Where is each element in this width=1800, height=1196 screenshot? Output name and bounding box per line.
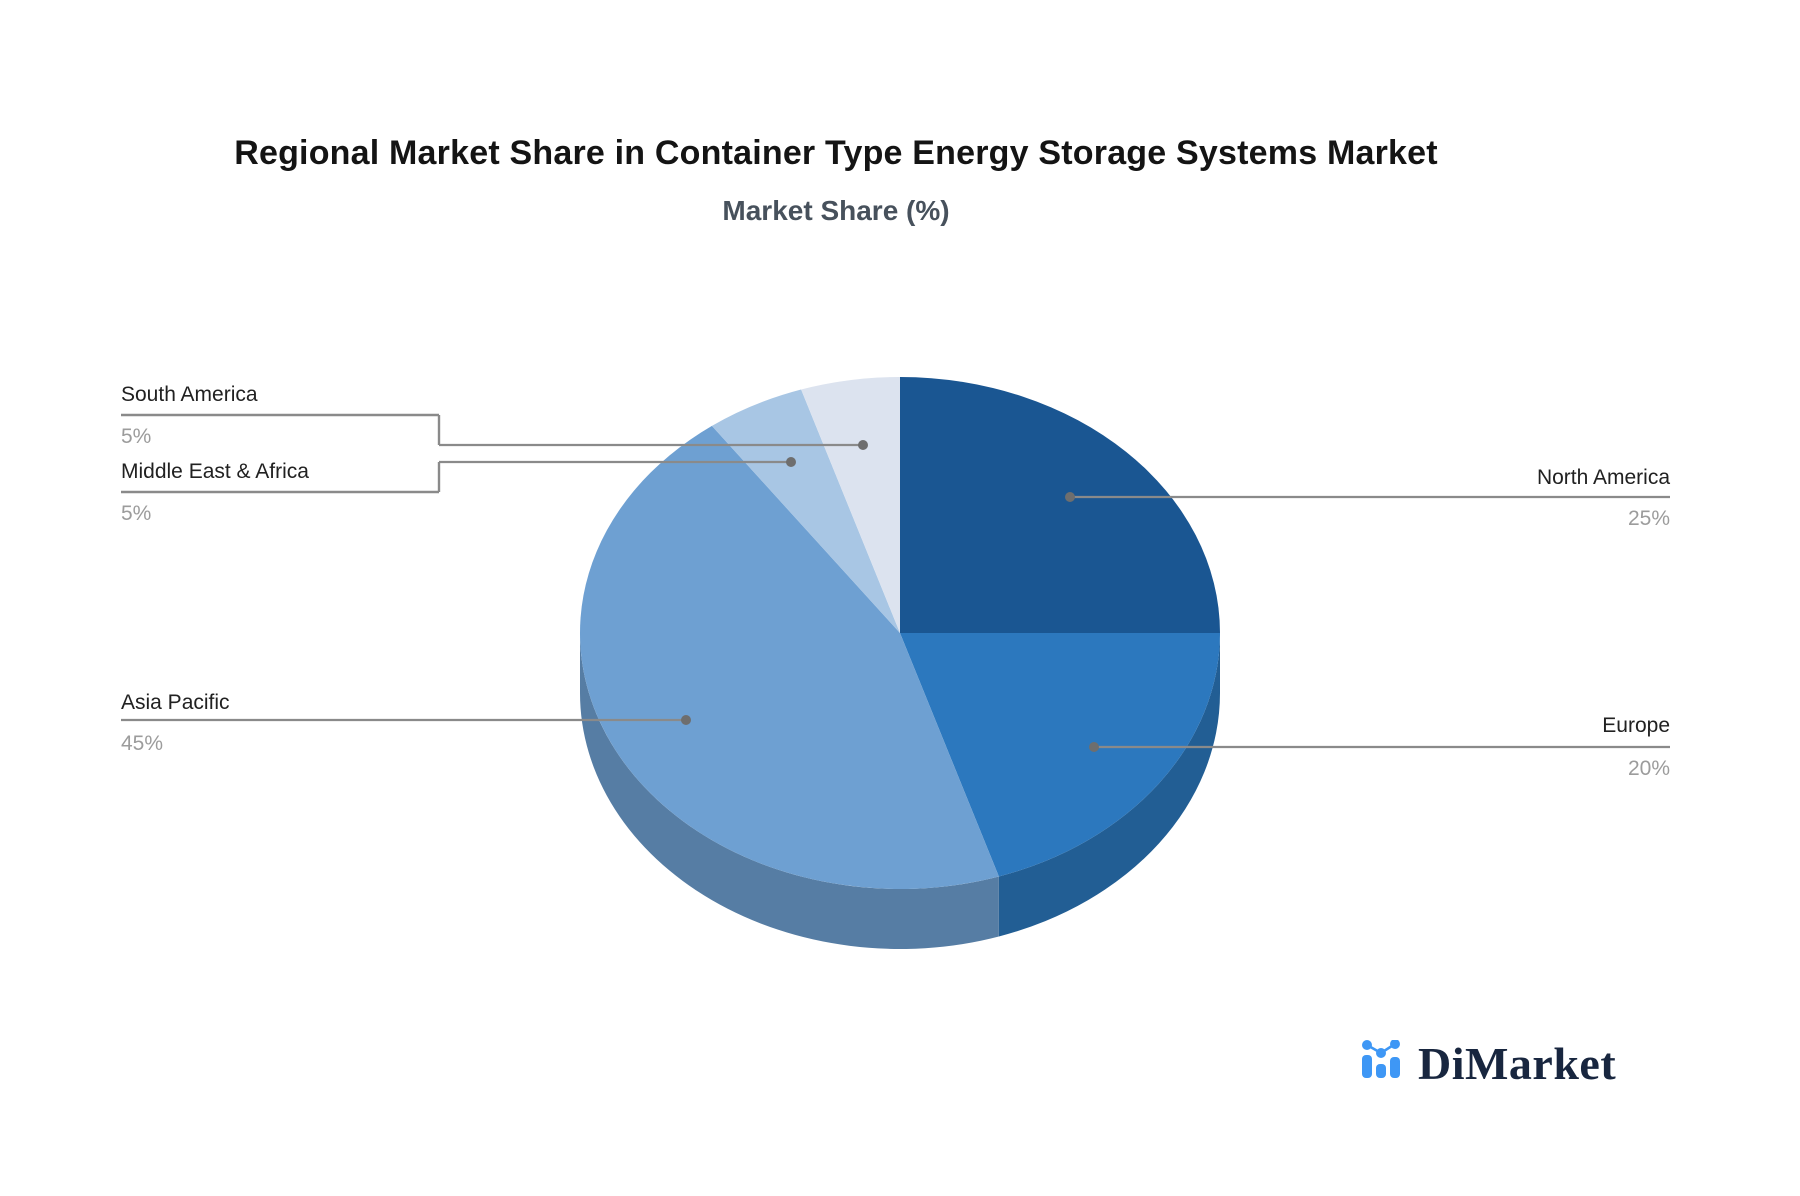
callout-label-asia-pacific: Asia Pacific (121, 691, 230, 714)
anchor-dot-europe (1089, 742, 1099, 752)
callout-label-south-america: South America (121, 383, 258, 406)
pie-slice-wall-asia-pacific (580, 633, 999, 949)
callout-value-europe: 20% (1627, 757, 1670, 780)
logo-wordmark: DiMarket (1418, 1038, 1617, 1089)
pie-slice-asia-pacific[interactable] (580, 425, 999, 889)
anchor-dot-middle-east-africa (786, 457, 796, 467)
callout-label-middle-east-africa: Middle East & Africa (121, 460, 309, 483)
pie-slice-wall-europe (998, 633, 1220, 937)
anchor-dot-asia-pacific (681, 715, 691, 725)
pie-slice-south-america[interactable] (801, 377, 900, 633)
callout-value-middle-east-africa: 5% (121, 502, 152, 525)
callout-value-south-america: 5% (121, 425, 152, 448)
bar-line-chart-icon (1362, 1040, 1400, 1078)
callout-label-north-america: North America (1536, 466, 1670, 489)
dimarket-logo: DiMarket (1362, 1038, 1616, 1090)
chart-subtitle: Market Share (%) (722, 195, 950, 226)
pie-slice-europe[interactable] (900, 633, 1220, 877)
anchor-dot-south-america (858, 440, 868, 450)
callout-label-europe: Europe (1602, 714, 1670, 737)
pie-slice-north-america[interactable] (900, 377, 1220, 633)
callout-value-asia-pacific: 45% (121, 732, 164, 755)
callout-value-north-america: 25% (1627, 507, 1670, 530)
pie-slice-middle-east-africa[interactable] (711, 389, 900, 633)
chart-title: Regional Market Share in Container Type … (234, 134, 1438, 172)
anchor-dot-north-america (1065, 492, 1075, 502)
